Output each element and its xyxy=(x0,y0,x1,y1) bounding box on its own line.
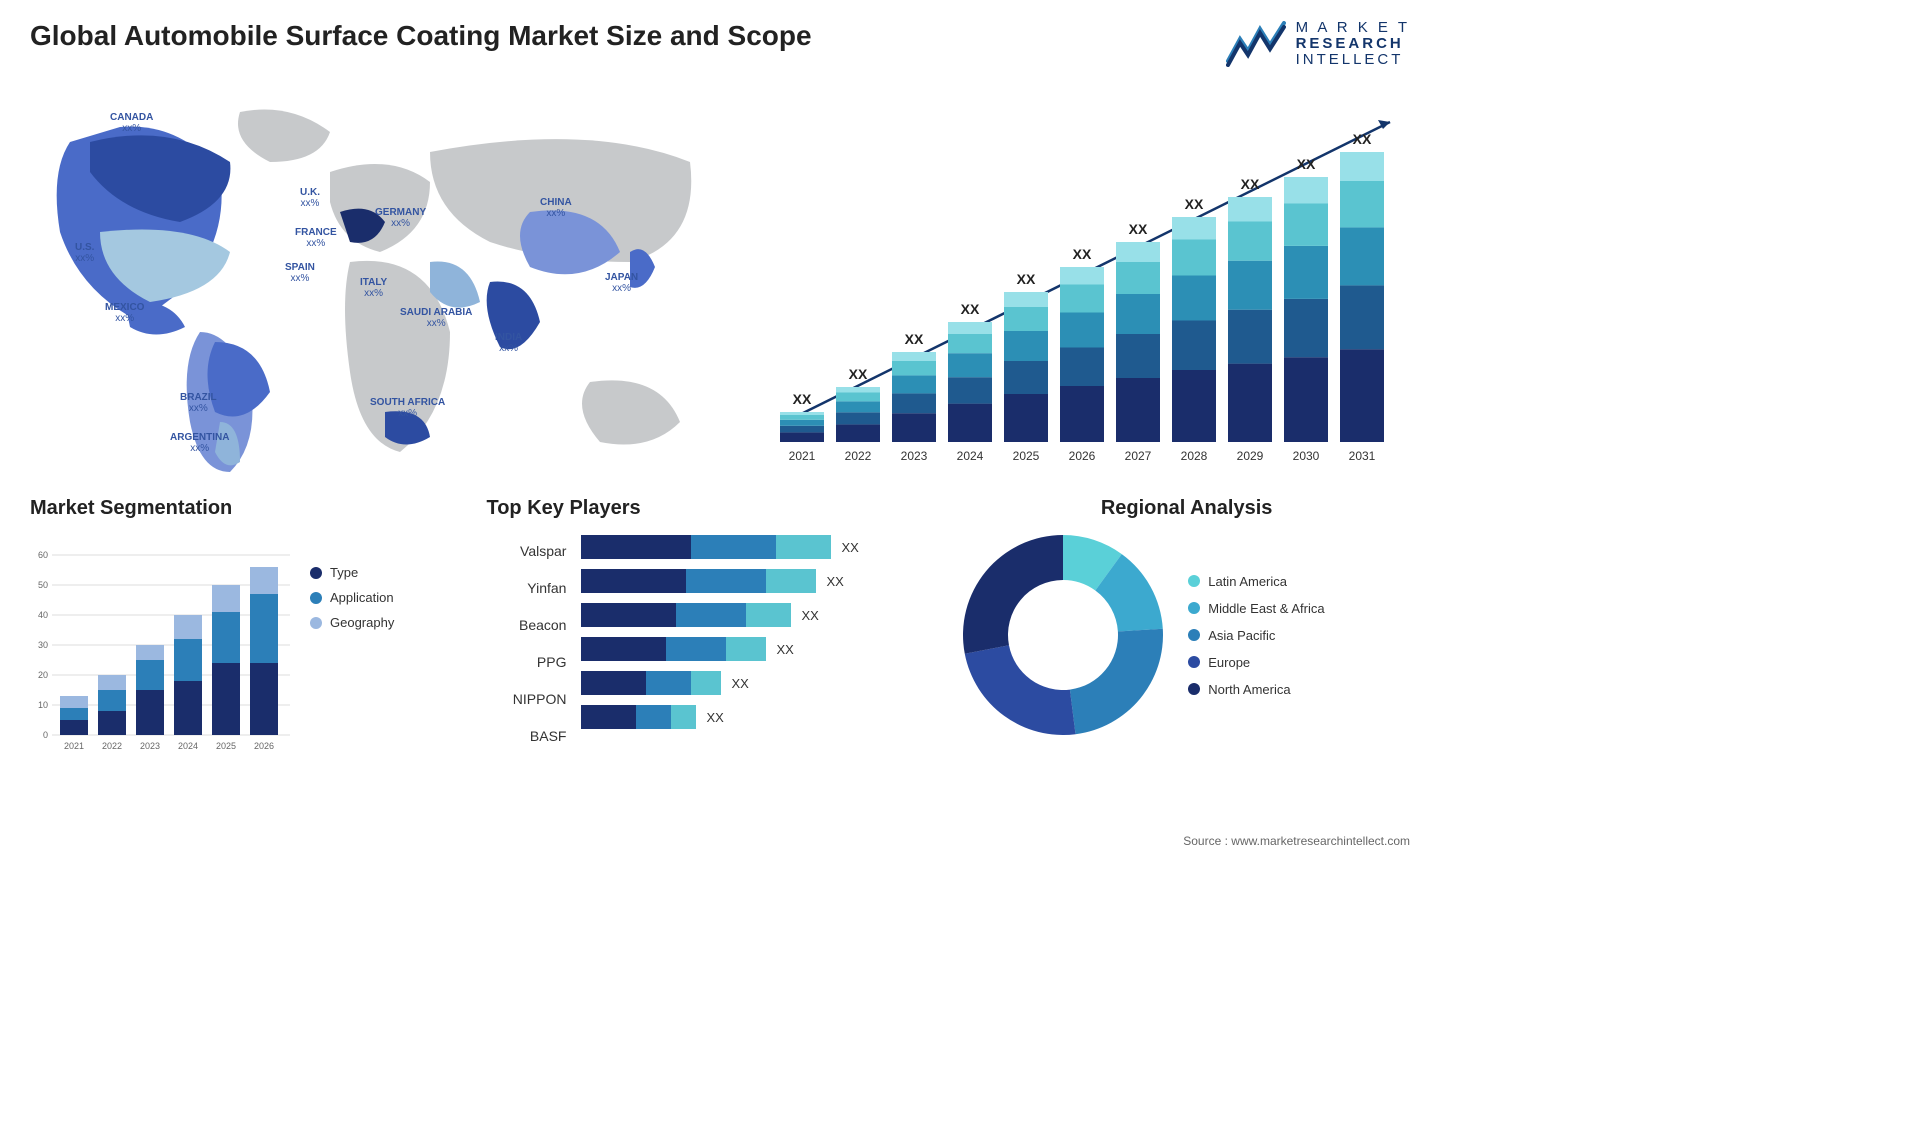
svg-text:XX: XX xyxy=(1353,131,1372,147)
map-label-japan: JAPANxx% xyxy=(605,272,638,294)
player-row-beacon: XX xyxy=(581,603,933,627)
player-label-nippon: NIPPON xyxy=(486,687,566,711)
svg-text:2021: 2021 xyxy=(789,449,816,463)
svg-text:XX: XX xyxy=(1129,221,1148,237)
map-label-italy: ITALYxx% xyxy=(360,277,387,299)
page-title: Global Automobile Surface Coating Market… xyxy=(30,20,812,52)
map-label-brazil: BRAZILxx% xyxy=(180,392,217,414)
logo-line1: M A R K E T xyxy=(1296,20,1410,36)
svg-text:XX: XX xyxy=(849,366,868,382)
map-label-spain: SPAINxx% xyxy=(285,262,315,284)
svg-text:2030: 2030 xyxy=(1293,449,1320,463)
map-label-saudi-arabia: SAUDI ARABIAxx% xyxy=(400,307,472,329)
map-label-u.k.: U.K.xx% xyxy=(300,187,320,209)
svg-text:2027: 2027 xyxy=(1125,449,1152,463)
logo-line2: RESEARCH xyxy=(1296,36,1410,52)
player-label-basf: BASF xyxy=(486,724,566,748)
svg-text:2022: 2022 xyxy=(845,449,872,463)
svg-text:2023: 2023 xyxy=(140,741,160,751)
svg-text:2024: 2024 xyxy=(178,741,198,751)
map-label-france: FRANCExx% xyxy=(295,227,337,249)
svg-text:2021: 2021 xyxy=(64,741,84,751)
regional-title: Regional Analysis xyxy=(963,497,1410,520)
player-label-beacon: Beacon xyxy=(486,613,566,637)
player-row-valspar: XX xyxy=(581,535,933,559)
players-title: Top Key Players xyxy=(486,497,933,520)
svg-text:60: 60 xyxy=(38,550,48,560)
svg-text:XX: XX xyxy=(1017,271,1036,287)
player-row-nippon: XX xyxy=(581,671,933,695)
svg-text:2029: 2029 xyxy=(1237,449,1264,463)
players-section: Top Key Players Valspar Yinfan Beacon PPG NI… xyxy=(486,497,933,748)
player-label-yinfan: Yinfan xyxy=(486,576,566,600)
players-labels: Valspar Yinfan Beacon PPG NIPPON BASF xyxy=(486,535,566,748)
player-label-valspar: Valspar xyxy=(486,539,566,563)
regional-legend-asia-pacific: Asia Pacific xyxy=(1188,628,1324,643)
svg-text:2026: 2026 xyxy=(1069,449,1096,463)
svg-text:XX: XX xyxy=(1241,176,1260,192)
svg-text:XX: XX xyxy=(1297,156,1316,172)
svg-text:XX: XX xyxy=(961,301,980,317)
segmentation-section: Market Segmentation 0 10 20 30 40 50 60 2021 202… xyxy=(30,497,456,755)
map-label-mexico: MEXICOxx% xyxy=(105,302,144,324)
map-label-india: INDIAxx% xyxy=(495,332,522,354)
world-map-panel: CANADAxx% U.S.xx% MEXICOxx% BRAZILxx% ARGENT… xyxy=(30,92,730,472)
segmentation-legend: Type Application Geography xyxy=(310,565,394,755)
source-text: Source : www.marketresearchintellect.com xyxy=(1183,834,1410,848)
seg-legend-application: Application xyxy=(310,590,394,605)
svg-text:50: 50 xyxy=(38,580,48,590)
svg-text:2022: 2022 xyxy=(102,741,122,751)
svg-text:30: 30 xyxy=(38,640,48,650)
seg-legend-type: Type xyxy=(310,565,394,580)
segmentation-title: Market Segmentation xyxy=(30,497,456,520)
map-label-germany: GERMANYxx% xyxy=(375,207,426,229)
svg-text:2025: 2025 xyxy=(216,741,236,751)
svg-text:XX: XX xyxy=(905,331,924,347)
growth-bar-chart: XX 2021 XX 2022 XX 2023 XX 2024 XX 2025 XX 2026 XX 20… xyxy=(770,92,1410,472)
map-label-u.s.: U.S.xx% xyxy=(75,242,94,264)
seg-legend-geography: Geography xyxy=(310,615,394,630)
logo-icon xyxy=(1226,21,1286,67)
regional-legend-latin-america: Latin America xyxy=(1188,574,1324,589)
svg-text:XX: XX xyxy=(1073,246,1092,262)
player-row-basf: XX xyxy=(581,705,933,729)
svg-text:2025: 2025 xyxy=(1013,449,1040,463)
regional-section: Regional Analysis Latin America Middle Ea… xyxy=(963,497,1410,735)
regional-legend: Latin America Middle East & Africa Asia Pa… xyxy=(1188,574,1324,697)
players-bars: XX XX XX XX XX XX xyxy=(581,535,933,748)
regional-legend-north-america: North America xyxy=(1188,682,1324,697)
svg-text:2028: 2028 xyxy=(1181,449,1208,463)
player-row-yinfan: XX xyxy=(581,569,933,593)
svg-text:XX: XX xyxy=(1185,196,1204,212)
svg-text:2026: 2026 xyxy=(254,741,274,751)
svg-text:2031: 2031 xyxy=(1349,449,1376,463)
svg-text:20: 20 xyxy=(38,670,48,680)
svg-text:40: 40 xyxy=(38,610,48,620)
svg-text:XX: XX xyxy=(793,391,812,407)
svg-text:10: 10 xyxy=(38,700,48,710)
regional-donut xyxy=(963,535,1163,735)
svg-text:0: 0 xyxy=(43,730,48,740)
logo-line3: INTELLECT xyxy=(1296,52,1410,68)
player-label-ppg: PPG xyxy=(486,650,566,674)
player-row-ppg: XX xyxy=(581,637,933,661)
brand-logo: M A R K E T RESEARCH INTELLECT xyxy=(1226,20,1410,67)
svg-text:2023: 2023 xyxy=(901,449,928,463)
map-label-south-africa: SOUTH AFRICAxx% xyxy=(370,397,445,419)
map-label-canada: CANADAxx% xyxy=(110,112,153,134)
segmentation-chart: 0 10 20 30 40 50 60 2021 2022 2023 2024 2025 2026 xyxy=(30,535,290,755)
regional-legend-middle-east-africa: Middle East & Africa xyxy=(1188,601,1324,616)
map-label-china: CHINAxx% xyxy=(540,197,572,219)
regional-legend-europe: Europe xyxy=(1188,655,1324,670)
map-label-argentina: ARGENTINAxx% xyxy=(170,432,229,454)
donut-svg xyxy=(963,535,1163,735)
svg-text:2024: 2024 xyxy=(957,449,984,463)
growth-bar-svg: XX 2021 XX 2022 XX 2023 XX 2024 XX 2025 XX 2026 XX 20… xyxy=(770,92,1410,472)
segmentation-svg: 0 10 20 30 40 50 60 2021 2022 2023 2024 2025 2026 xyxy=(30,535,290,755)
